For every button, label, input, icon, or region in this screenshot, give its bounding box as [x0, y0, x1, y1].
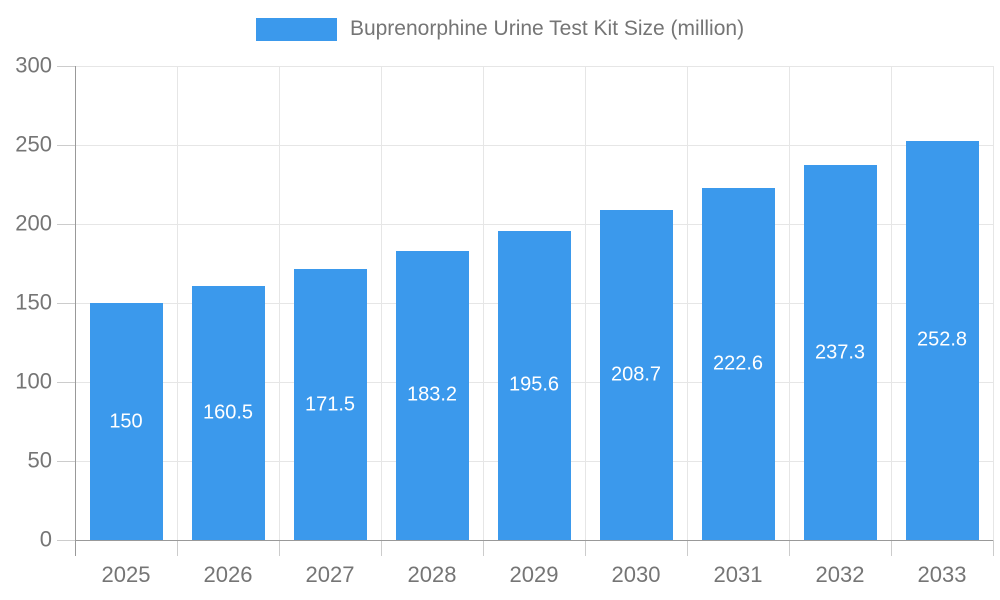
x-axis-label: 2031	[713, 562, 763, 587]
x-gridline	[789, 66, 790, 540]
y-tick	[57, 145, 75, 146]
y-tick	[57, 303, 75, 304]
x-tick	[177, 540, 178, 556]
bar[interactable]	[702, 188, 775, 540]
x-axis-label: 2029	[509, 562, 559, 587]
x-gridline	[891, 66, 892, 540]
bar-value-label: 150	[109, 410, 143, 433]
bar[interactable]	[90, 303, 163, 540]
bar-value-label: 208.7	[610, 363, 662, 386]
x-axis-label: 2033	[917, 562, 967, 587]
bar[interactable]	[294, 269, 367, 540]
x-tick	[687, 540, 688, 556]
legend[interactable]: Buprenorphine Urine Test Kit Size (milli…	[0, 17, 1000, 41]
bar[interactable]	[906, 141, 979, 540]
x-tick	[279, 540, 280, 556]
x-gridline	[585, 66, 586, 540]
x-axis-label: 2028	[407, 562, 457, 587]
x-tick	[483, 540, 484, 556]
x-gridline	[381, 66, 382, 540]
y-axis-label: 250	[15, 131, 52, 157]
bar-value-label: 222.6	[712, 352, 764, 375]
bar[interactable]	[600, 210, 673, 540]
x-axis-label: 2025	[101, 562, 151, 587]
x-axis-label: 2026	[203, 562, 253, 587]
x-axis-label: 2027	[305, 562, 355, 587]
y-tick	[57, 461, 75, 462]
y-axis-label: 0	[39, 526, 52, 552]
y-axis-label: 200	[15, 210, 52, 236]
x-axis-label: 2032	[815, 562, 865, 587]
y-tick	[57, 382, 75, 383]
y-gridline	[75, 145, 993, 146]
x-axis-label: 2030	[611, 562, 661, 587]
y-tick	[57, 224, 75, 225]
legend-swatch	[255, 17, 337, 41]
x-gridline	[483, 66, 484, 540]
x-tick	[789, 540, 790, 556]
x-gridline	[993, 66, 994, 540]
bar[interactable]	[396, 251, 469, 540]
x-tick	[585, 540, 586, 556]
y-gridline	[75, 66, 993, 67]
bar-value-label: 237.3	[814, 341, 866, 364]
bar-value-label: 195.6	[508, 373, 560, 396]
y-axis-label: 100	[15, 368, 52, 394]
x-tick	[993, 540, 994, 556]
y-axis-label: 50	[27, 447, 52, 473]
bar[interactable]	[498, 231, 571, 540]
y-axis-label: 150	[15, 289, 52, 315]
y-axis-line	[75, 66, 76, 556]
legend-label: Buprenorphine Urine Test Kit Size (milli…	[349, 17, 745, 40]
x-tick	[891, 540, 892, 556]
bar[interactable]	[804, 165, 877, 540]
y-gridline	[75, 224, 993, 225]
bar-value-label: 183.2	[406, 383, 458, 406]
x-axis-line	[75, 540, 993, 541]
bar-value-label: 171.5	[304, 393, 356, 416]
bar[interactable]	[192, 286, 265, 540]
y-axis-label: 300	[15, 52, 52, 78]
bar-value-label: 252.8	[916, 328, 968, 351]
y-tick	[57, 66, 75, 67]
bar-value-label: 160.5	[202, 401, 254, 424]
x-gridline	[279, 66, 280, 540]
x-gridline	[687, 66, 688, 540]
y-tick	[57, 540, 75, 541]
x-tick	[381, 540, 382, 556]
x-gridline	[177, 66, 178, 540]
